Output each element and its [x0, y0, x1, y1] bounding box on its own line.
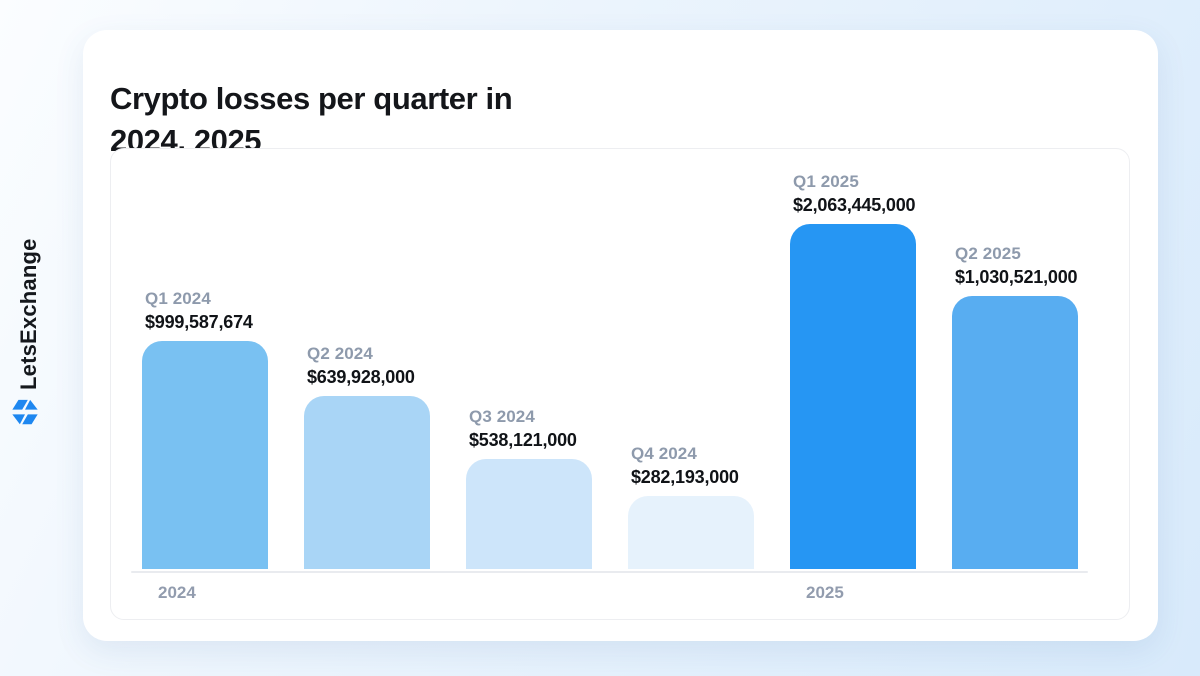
bar-q1-2024 [142, 341, 268, 569]
bar-label-block: Q3 2024 $538,121,000 [469, 407, 577, 451]
bar-q4-2024 [628, 496, 754, 569]
brand-sidebar: LetsExchange [0, 0, 82, 676]
bar-label-block: Q2 2024 $639,928,000 [307, 344, 415, 388]
bar-value-label: $999,587,674 [145, 312, 253, 332]
infographic-card: Crypto losses per quarter in 2024, 2025 … [83, 30, 1158, 641]
bar-label-block: Q4 2024 $282,193,000 [631, 444, 739, 488]
bar-label-block: Q1 2024 $999,587,674 [145, 289, 253, 333]
bar-q3-2024 [466, 459, 592, 569]
bar-value-label: $282,193,000 [631, 467, 739, 487]
chart-title-line1: Crypto losses per quarter in [110, 81, 513, 116]
x-axis-line [131, 571, 1088, 573]
brand-wordmark: LetsExchange [16, 238, 41, 390]
bar-category-label: Q4 2024 [631, 444, 697, 463]
bar-value-label: $639,928,000 [307, 367, 415, 387]
bar-category-label: Q2 2025 [955, 244, 1021, 263]
bar-value-label: $1,030,521,000 [955, 267, 1078, 287]
bar-category-label: Q2 2024 [307, 344, 373, 363]
bar-category-label: Q3 2024 [469, 407, 535, 426]
bar-q2-2024 [304, 396, 430, 569]
bar-q2-2025 [952, 296, 1078, 569]
bar-category-label: Q1 2024 [145, 289, 211, 308]
bar-category-label: Q1 2025 [793, 172, 859, 191]
letsexchange-logo-icon [12, 399, 38, 425]
bar-value-label: $538,121,000 [469, 430, 577, 450]
x-axis-year-label: 2024 [158, 583, 196, 602]
bar-q1-2025 [790, 224, 916, 569]
chart-panel: Q1 2024 $999,587,674 Q2 2024 $639,928,000 Q3… [110, 148, 1130, 620]
bar-label-block: Q2 2025 $1,030,521,000 [955, 244, 1078, 288]
bar-value-label: $2,063,445,000 [793, 195, 916, 215]
bar-label-block: Q1 2025 $2,063,445,000 [793, 172, 916, 216]
x-axis-year-label: 2025 [806, 583, 844, 602]
